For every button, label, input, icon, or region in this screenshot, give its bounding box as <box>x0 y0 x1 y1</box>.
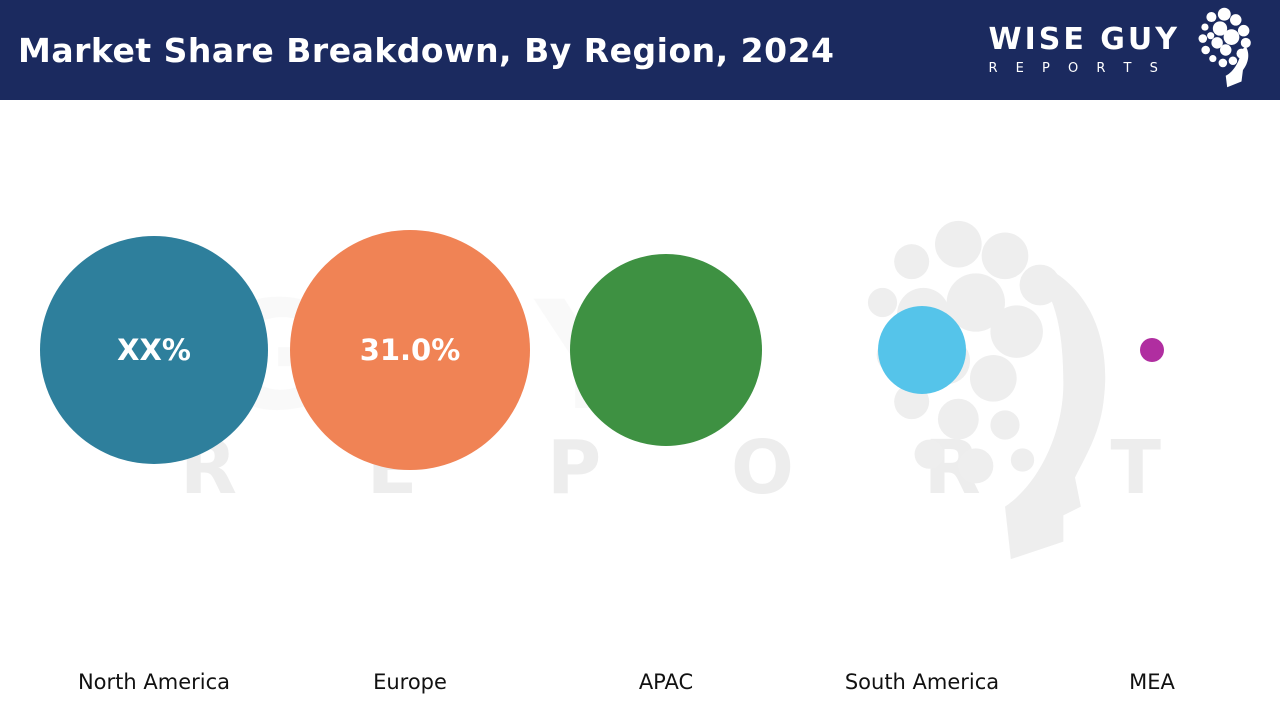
category-label-mea: MEA <box>1129 670 1175 694</box>
bubble-europe: 31.0% <box>290 230 530 470</box>
category-label-apac: APAC <box>638 670 694 694</box>
brand-logo: WISE GUY R E P O R T S <box>988 7 1256 93</box>
header-bar: Market Share Breakdown, By Region, 2024 … <box>0 0 1280 100</box>
category-label-north-america: North America <box>77 670 231 694</box>
brand-subtitle: R E P O R T S <box>988 60 1165 76</box>
bubble-south-america <box>878 306 966 394</box>
brand-logo-text: WISE GUY R E P O R T S <box>988 21 1180 76</box>
category-label-europe: Europe <box>373 670 447 694</box>
bubble-chart: XX% 31.0% North America Europe APAC Sout… <box>0 100 1280 720</box>
bubble-mea <box>1140 338 1164 362</box>
category-label-south-america: South America <box>844 670 1000 694</box>
brand-name: WISE GUY <box>988 21 1180 57</box>
dot-head-icon <box>1198 7 1251 88</box>
watermark-dot-head-icon <box>867 220 1106 560</box>
bubble-north-america: XX% <box>40 236 268 464</box>
bubble-value-north-america: XX% <box>117 333 191 367</box>
page-title: Market Share Breakdown, By Region, 2024 <box>18 30 835 70</box>
bubble-apac <box>570 254 762 446</box>
bubble-value-europe: 31.0% <box>359 333 461 367</box>
